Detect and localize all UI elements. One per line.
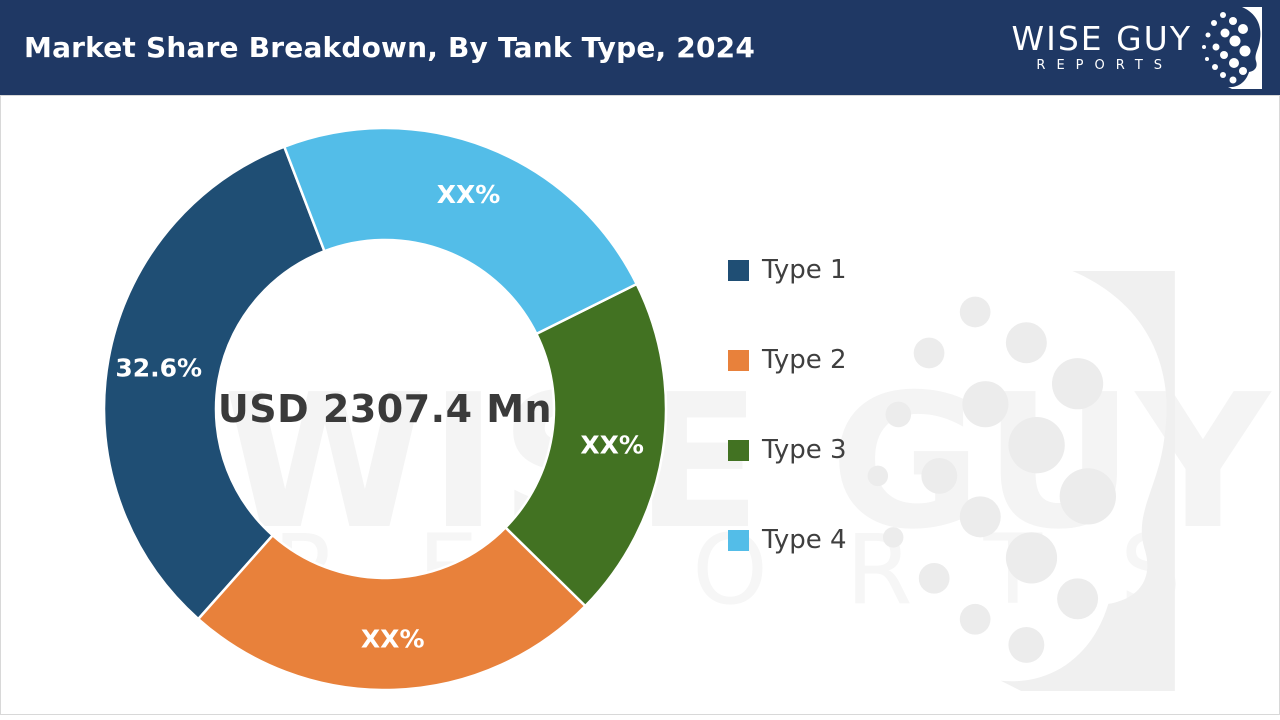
legend-label-type-4: Type 4 xyxy=(762,525,847,555)
legend-item-type-1[interactable]: Type 1 xyxy=(728,254,847,286)
legend-item-type-2[interactable]: Type 2 xyxy=(728,344,847,376)
logo-wordmark: WISE GUY xyxy=(1011,18,1192,58)
donut-chart[interactable]: 32.6% XX% XX% XX% xyxy=(85,109,685,709)
logo-text: WISE GUY REPORTS xyxy=(1011,18,1192,74)
slice-value-label: XX% xyxy=(580,431,644,460)
legend-swatch-type-2 xyxy=(728,349,749,371)
legend-item-type-3[interactable]: Type 3 xyxy=(728,434,847,466)
page-title: Market Share Breakdown, By Tank Type, 20… xyxy=(24,31,756,64)
chart-legend: Type 1 Type 2 Type 3 Type 4 xyxy=(728,254,847,614)
slice-value-label: 32.6% xyxy=(115,353,202,382)
legend-label-type-3: Type 3 xyxy=(762,435,847,465)
legend-item-type-4[interactable]: Type 4 xyxy=(728,524,847,556)
legend-label-type-2: Type 2 xyxy=(762,345,847,375)
watermark-face-icon xyxy=(867,271,1175,691)
legend-label-type-1: Type 1 xyxy=(762,255,847,285)
legend-swatch-type-3 xyxy=(728,439,749,461)
chart-center-value: USD 2307.4 Mn xyxy=(217,387,553,431)
legend-swatch-type-1 xyxy=(728,259,749,281)
slice-value-label: XX% xyxy=(437,180,501,209)
logo-subtitle: REPORTS xyxy=(1036,58,1174,74)
donut-segment-type-3[interactable] xyxy=(503,282,668,608)
header-bar: Market Share Breakdown, By Tank Type, 20… xyxy=(0,0,1280,95)
donut-segment-type-2[interactable] xyxy=(196,525,588,692)
slice-value-label: XX% xyxy=(361,624,425,653)
donut-segment-type-1[interactable] xyxy=(102,145,327,621)
donut-segment-type-4[interactable] xyxy=(282,126,639,336)
logo-face-icon xyxy=(1202,6,1262,89)
wiseguy-logo: WISE GUY REPORTS xyxy=(1011,6,1262,89)
chart-card: WISE GUY REPORTS xyxy=(0,95,1280,715)
legend-swatch-type-4 xyxy=(728,529,749,551)
